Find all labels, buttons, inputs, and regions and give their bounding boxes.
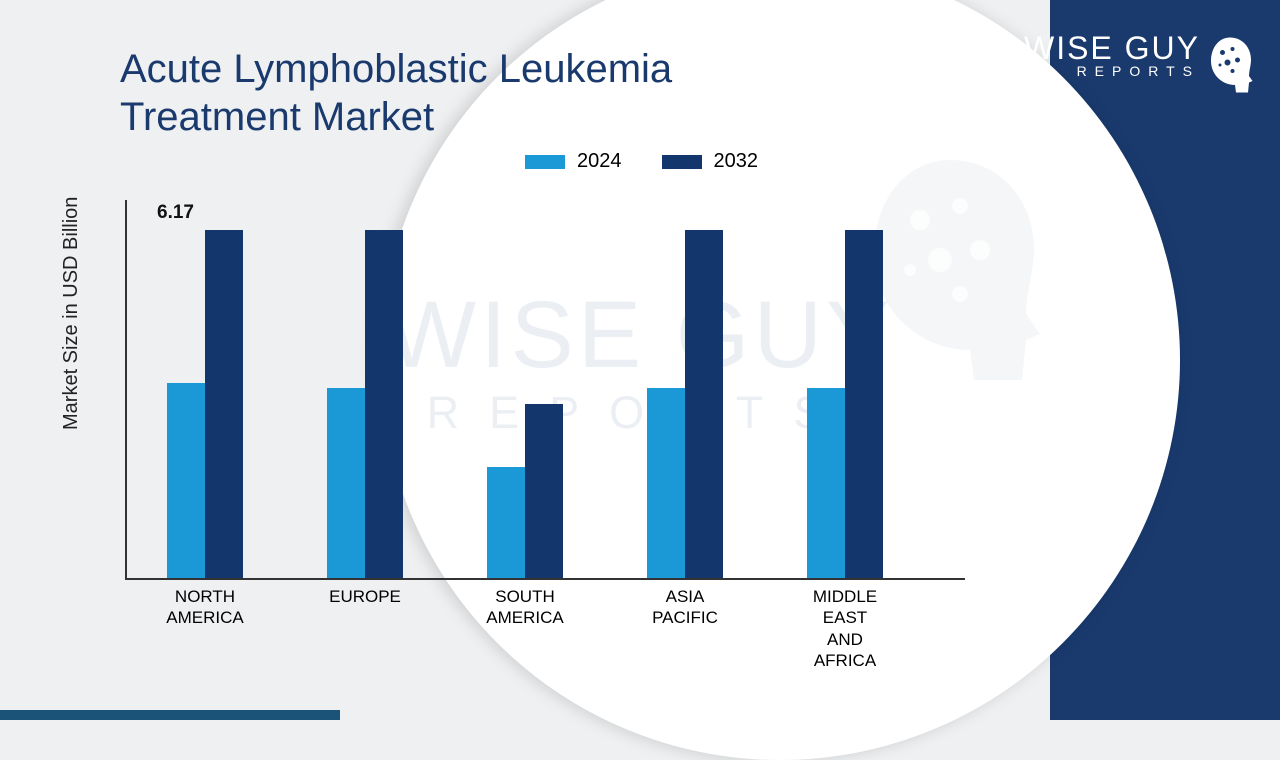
- legend: 2024 2032: [525, 150, 758, 173]
- x-axis-label: SOUTH AMERICA: [486, 586, 563, 629]
- bar: [365, 230, 403, 578]
- y-axis-label: Market Size in USD Billion: [60, 197, 83, 430]
- bar: [487, 467, 525, 578]
- x-axis-label: EUROPE: [329, 586, 401, 607]
- bar: [327, 388, 365, 578]
- legend-item-2032: 2032: [662, 150, 759, 173]
- x-axis-label: MIDDLE EAST AND AFRICA: [813, 586, 877, 671]
- bar-group: SOUTH AMERICA: [487, 404, 563, 578]
- legend-swatch-2032: [662, 155, 702, 169]
- data-label: 6.17: [157, 202, 194, 224]
- legend-label-2032: 2032: [714, 150, 759, 173]
- chart-title: Acute Lymphoblastic Leukemia Treatment M…: [120, 45, 820, 141]
- x-axis-label: NORTH AMERICA: [166, 586, 243, 629]
- bar-group: 6.17NORTH AMERICA: [167, 230, 243, 578]
- chart: Market Size in USD Billion 2024 2032 6.1…: [55, 150, 975, 690]
- logo-head-icon: [1205, 35, 1255, 95]
- bar: [525, 404, 563, 578]
- bar-group: MIDDLE EAST AND AFRICA: [807, 230, 883, 578]
- bar: [685, 230, 723, 578]
- legend-item-2024: 2024: [525, 150, 622, 173]
- bar-group: ASIA PACIFIC: [647, 230, 723, 578]
- logo-text-top: WISE GUY: [1024, 30, 1200, 67]
- x-axis-label: ASIA PACIFIC: [652, 586, 718, 629]
- bar: [807, 388, 845, 578]
- footer-accent-bar: [0, 710, 340, 720]
- bar: [205, 230, 243, 578]
- plot-area: 6.17NORTH AMERICA EUROPE SOUTH AMERICA ASIA…: [125, 200, 965, 580]
- brand-logo: WISE GUY REPORTS: [1074, 30, 1250, 79]
- legend-swatch-2024: [525, 155, 565, 169]
- bar: [845, 230, 883, 578]
- bar: [647, 388, 685, 578]
- bar: [167, 383, 205, 578]
- bar-group: EUROPE: [327, 230, 403, 578]
- legend-label-2024: 2024: [577, 150, 622, 173]
